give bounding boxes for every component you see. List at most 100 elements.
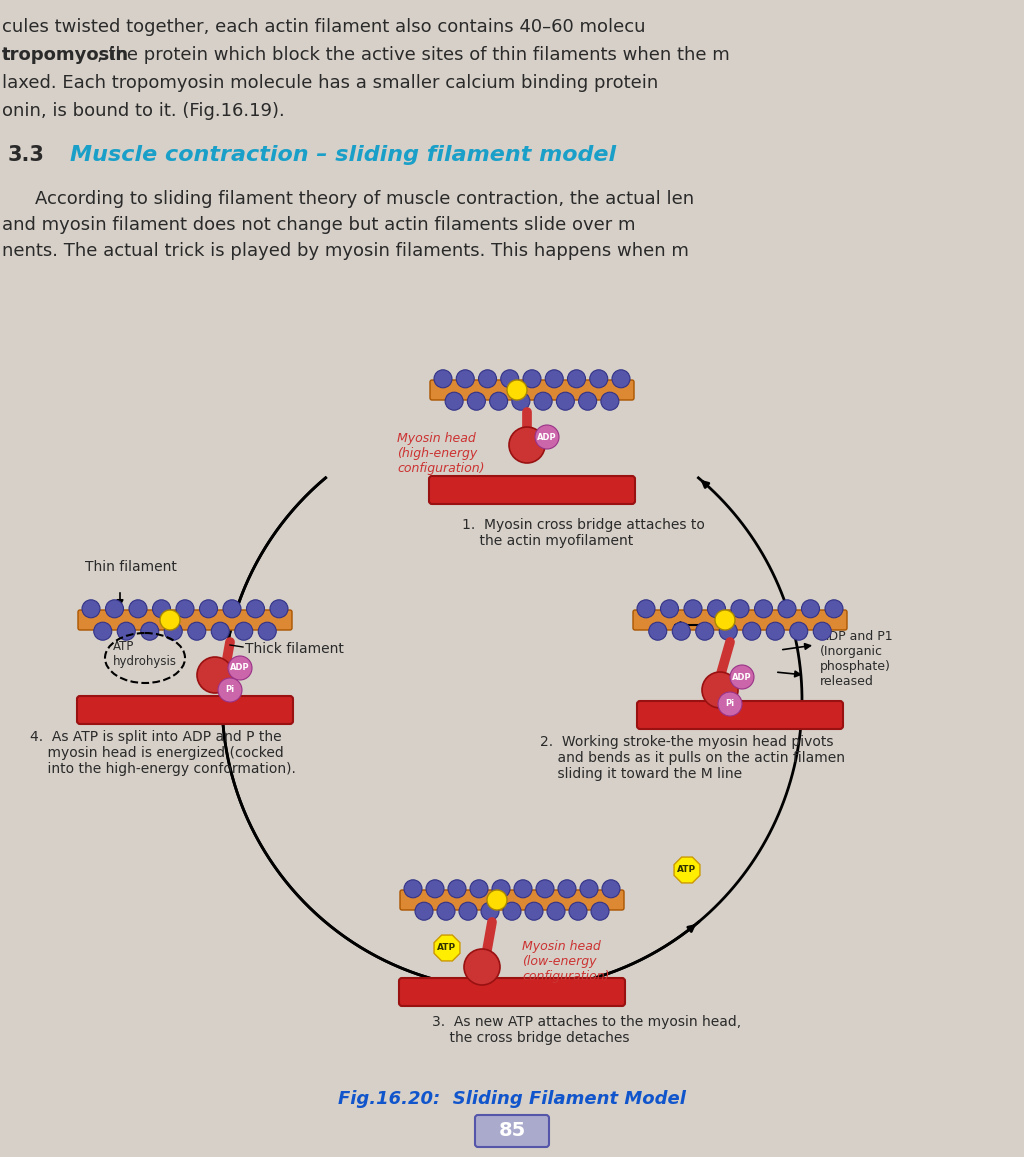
Circle shape bbox=[580, 879, 598, 898]
Circle shape bbox=[718, 692, 742, 716]
Circle shape bbox=[778, 599, 796, 618]
Circle shape bbox=[503, 902, 521, 920]
Circle shape bbox=[649, 622, 667, 640]
FancyBboxPatch shape bbox=[399, 978, 625, 1005]
Text: 3.  As new ATP attaches to the myosin head,
    the cross bridge detaches: 3. As new ATP attaches to the myosin hea… bbox=[432, 1015, 741, 1045]
Text: Pi: Pi bbox=[725, 700, 734, 708]
Text: Myosin head
(high-energy
configuration): Myosin head (high-energy configuration) bbox=[397, 432, 484, 476]
Circle shape bbox=[684, 599, 702, 618]
Circle shape bbox=[211, 622, 229, 640]
Circle shape bbox=[449, 879, 466, 898]
Text: 4.  As ATP is split into ADP and P the
    myosin head is energized (cocked
    : 4. As ATP is split into ADP and P the my… bbox=[30, 730, 296, 776]
Text: nents. The actual trick is played by myosin filaments. This happens when m: nents. The actual trick is played by myo… bbox=[2, 242, 689, 260]
Text: t: t bbox=[2, 46, 9, 64]
Circle shape bbox=[802, 599, 819, 618]
Circle shape bbox=[556, 392, 574, 411]
Text: Pi: Pi bbox=[225, 685, 234, 694]
Circle shape bbox=[547, 902, 565, 920]
Text: ADP: ADP bbox=[538, 433, 557, 442]
Circle shape bbox=[478, 370, 497, 388]
Circle shape bbox=[489, 392, 508, 411]
Circle shape bbox=[766, 622, 784, 640]
Circle shape bbox=[590, 370, 608, 388]
Circle shape bbox=[247, 599, 264, 618]
Circle shape bbox=[258, 622, 276, 640]
Circle shape bbox=[514, 879, 532, 898]
Circle shape bbox=[731, 599, 749, 618]
Text: cules twisted together, each actin filament also contains 40–60 molecu: cules twisted together, each actin filam… bbox=[2, 19, 645, 36]
Text: According to sliding filament theory of muscle contraction, the actual len: According to sliding filament theory of … bbox=[35, 190, 694, 208]
Circle shape bbox=[481, 902, 499, 920]
Circle shape bbox=[535, 425, 559, 449]
Circle shape bbox=[464, 949, 500, 985]
Text: onin, is bound to it. (Fig.16.19).: onin, is bound to it. (Fig.16.19). bbox=[2, 102, 285, 120]
Circle shape bbox=[218, 678, 242, 702]
Circle shape bbox=[715, 610, 735, 631]
FancyBboxPatch shape bbox=[637, 701, 843, 729]
Circle shape bbox=[579, 392, 597, 411]
Text: ADP: ADP bbox=[230, 663, 250, 672]
Circle shape bbox=[129, 599, 147, 618]
Circle shape bbox=[160, 610, 180, 631]
Circle shape bbox=[695, 622, 714, 640]
Circle shape bbox=[567, 370, 586, 388]
Circle shape bbox=[82, 599, 100, 618]
Circle shape bbox=[228, 656, 252, 680]
FancyBboxPatch shape bbox=[77, 697, 293, 724]
Text: ADP: ADP bbox=[732, 672, 752, 681]
Circle shape bbox=[459, 902, 477, 920]
Circle shape bbox=[591, 902, 609, 920]
Circle shape bbox=[558, 879, 575, 898]
Text: Thick filament: Thick filament bbox=[245, 642, 344, 656]
Circle shape bbox=[187, 622, 206, 640]
Circle shape bbox=[660, 599, 679, 618]
Circle shape bbox=[507, 379, 527, 400]
Circle shape bbox=[200, 599, 217, 618]
Text: 2.  Working stroke-the myosin head pivots
    and bends as it pulls on the actin: 2. Working stroke-the myosin head pivots… bbox=[540, 735, 845, 781]
FancyBboxPatch shape bbox=[78, 610, 292, 631]
Text: 85: 85 bbox=[499, 1121, 525, 1141]
Circle shape bbox=[702, 672, 738, 708]
Circle shape bbox=[492, 879, 510, 898]
Circle shape bbox=[94, 622, 112, 640]
Circle shape bbox=[223, 599, 241, 618]
Circle shape bbox=[612, 370, 630, 388]
Circle shape bbox=[105, 599, 124, 618]
Circle shape bbox=[270, 599, 288, 618]
Circle shape bbox=[153, 599, 171, 618]
Circle shape bbox=[404, 879, 422, 898]
Circle shape bbox=[426, 879, 444, 898]
Text: ATP: ATP bbox=[437, 943, 457, 952]
Circle shape bbox=[790, 622, 808, 640]
Circle shape bbox=[197, 657, 233, 693]
Circle shape bbox=[467, 392, 485, 411]
Circle shape bbox=[523, 370, 541, 388]
Circle shape bbox=[602, 879, 620, 898]
Circle shape bbox=[719, 622, 737, 640]
Circle shape bbox=[445, 392, 463, 411]
Text: Thin filament: Thin filament bbox=[85, 560, 177, 574]
Circle shape bbox=[415, 902, 433, 920]
Circle shape bbox=[509, 427, 545, 463]
FancyBboxPatch shape bbox=[430, 379, 634, 400]
FancyBboxPatch shape bbox=[429, 476, 635, 504]
Text: tropomyosin: tropomyosin bbox=[2, 46, 129, 64]
Circle shape bbox=[672, 622, 690, 640]
Text: ATP: ATP bbox=[678, 865, 696, 875]
Circle shape bbox=[140, 622, 159, 640]
Circle shape bbox=[569, 902, 587, 920]
Circle shape bbox=[437, 902, 455, 920]
Text: Muscle contraction – sliding filament model: Muscle contraction – sliding filament mo… bbox=[70, 145, 616, 165]
Text: laxed. Each tropomyosin molecule has a smaller calcium binding protein: laxed. Each tropomyosin molecule has a s… bbox=[2, 74, 658, 93]
Circle shape bbox=[501, 370, 519, 388]
Text: , the protein which block the active sites of thin filaments when the m: , the protein which block the active sit… bbox=[97, 46, 730, 64]
Text: ATP
hydrohysis: ATP hydrohysis bbox=[113, 640, 177, 668]
Circle shape bbox=[512, 392, 529, 411]
FancyBboxPatch shape bbox=[475, 1115, 549, 1147]
Circle shape bbox=[487, 890, 507, 911]
Circle shape bbox=[164, 622, 182, 640]
Circle shape bbox=[118, 622, 135, 640]
Circle shape bbox=[825, 599, 843, 618]
FancyBboxPatch shape bbox=[633, 610, 847, 631]
Circle shape bbox=[457, 370, 474, 388]
